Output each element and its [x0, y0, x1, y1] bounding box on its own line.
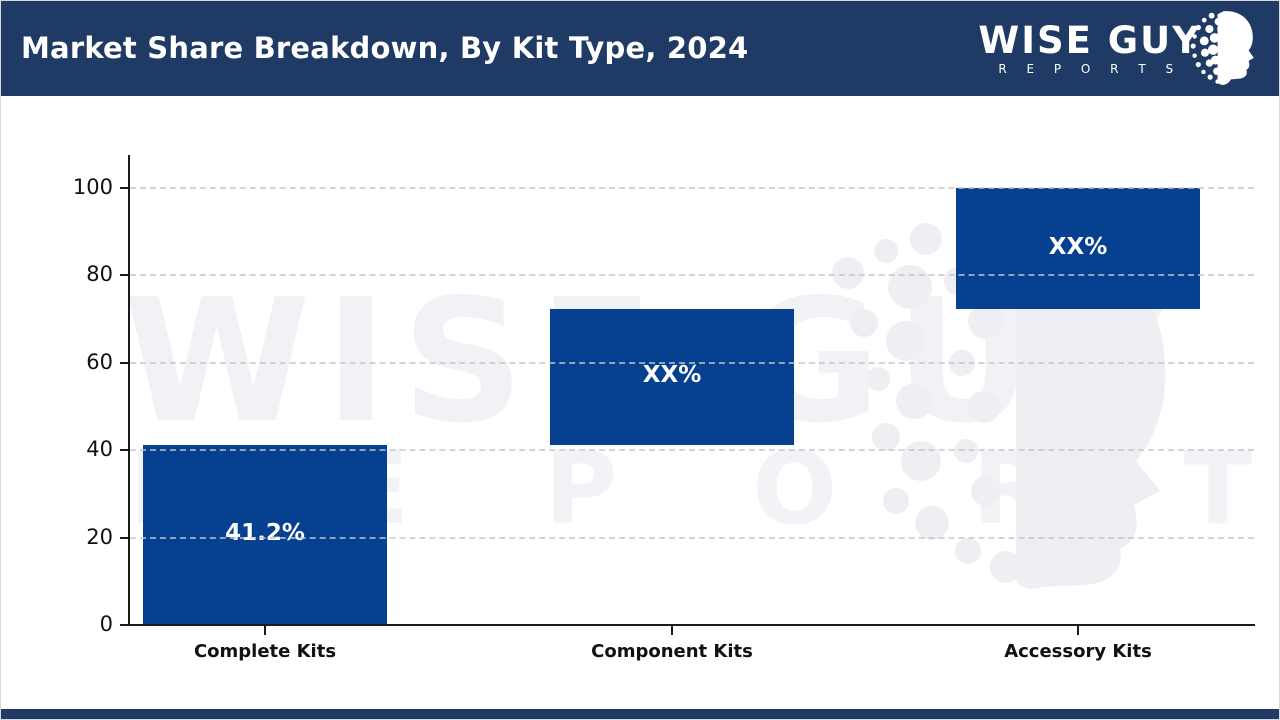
x-tick-mark-2 — [1077, 626, 1079, 635]
bar-complete-kits: 41.2% — [143, 444, 387, 625]
gridline-100 — [130, 187, 1254, 189]
gridline-20 — [130, 536, 1254, 539]
logo-face-icon — [1190, 10, 1254, 85]
footer-accent-bar — [1, 709, 1279, 719]
y-axis-line — [128, 155, 130, 626]
gridline-60 — [130, 361, 1254, 364]
y-tick-label-80: 80 — [86, 262, 113, 287]
y-tick-mark-100 — [120, 187, 128, 189]
y-tick-mark-0 — [120, 624, 128, 626]
x-tick-mark-0 — [264, 626, 266, 635]
chart-title: Market Share Breakdown, By Kit Type, 202… — [21, 30, 749, 65]
gridline-40 — [130, 449, 1254, 452]
bar-component-kits: XX% — [550, 309, 794, 445]
logo-wordmark: WISE GUY — [978, 18, 1201, 62]
x-tick-mark-1 — [671, 626, 673, 635]
y-tick-label-20: 20 — [86, 524, 113, 549]
header-bar: Market Share Breakdown, By Kit Type, 202… — [1, 1, 1279, 96]
y-tick-mark-20 — [120, 536, 128, 539]
logo-subtext: R E P O R T S — [998, 61, 1182, 76]
y-tick-mark-80 — [120, 274, 128, 277]
bar-value-label: 41.2% — [225, 519, 305, 546]
bar-value-label: XX% — [1048, 233, 1108, 260]
y-tick-mark-40 — [120, 449, 128, 452]
y-tick-label-40: 40 — [86, 437, 113, 462]
wise-guy-logo: WISE GUY R E P O R T S — [978, 8, 1259, 90]
x-tick-label-0: Complete Kits — [193, 641, 337, 662]
bar-value-label: XX% — [642, 362, 702, 389]
x-tick-label-2: Accessory Kits — [1004, 641, 1152, 662]
x-axis-line — [128, 624, 1255, 626]
y-tick-label-100: 100 — [72, 175, 113, 199]
y-tick-label-0: 0 — [99, 612, 113, 636]
logo-wordmark-block: WISE GUY R E P O R T S — [978, 22, 1201, 76]
x-tick-label-1: Component Kits — [591, 641, 753, 662]
gridline-80 — [130, 274, 1254, 277]
y-tick-mark-60 — [120, 361, 128, 364]
bar-accessory-kits: XX% — [956, 188, 1200, 310]
y-tick-label-60: 60 — [86, 349, 113, 374]
